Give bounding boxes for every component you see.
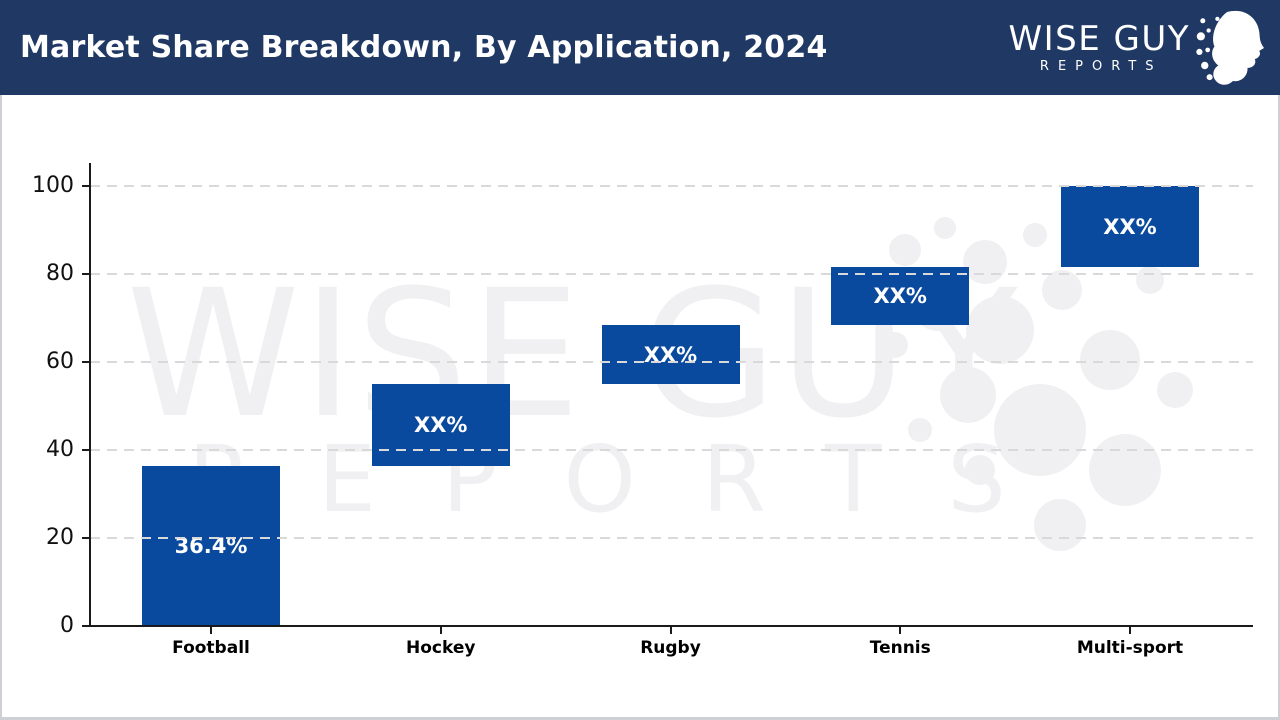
- x-tick-football: [210, 627, 212, 634]
- x-tick-label-rugby: Rugby: [640, 638, 701, 658]
- watermark-dot: [965, 455, 995, 485]
- x-tick-label-multi-sport: Multi-sport: [1076, 638, 1184, 658]
- x-tick-label-football: Football: [172, 638, 250, 658]
- y-tick-0: [82, 625, 90, 627]
- watermark-dot: [963, 240, 1007, 284]
- watermark-dot: [1089, 434, 1161, 506]
- watermark-dot: [1157, 372, 1193, 408]
- x-axis-line: [88, 625, 1253, 627]
- bar-value-label: XX%: [414, 412, 468, 437]
- watermark-reports: REPORTS: [188, 426, 1072, 533]
- logo-head-icon: [1196, 10, 1265, 85]
- gridline-40: [90, 449, 1253, 451]
- y-tick-label-40: 40: [46, 437, 74, 462]
- logo-wordmark: WISE GUY: [1008, 19, 1190, 59]
- watermark-dot: [1023, 223, 1047, 247]
- bar-football: 36.4%: [142, 465, 280, 626]
- x-tick-label-hockey: Hockey: [406, 638, 476, 658]
- gridline-20: [90, 537, 1253, 539]
- header-bar: Market Share Breakdown, By Application, …: [0, 0, 1280, 95]
- y-tick-80: [82, 273, 90, 275]
- logo: WISE GUY REPORTS: [1008, 7, 1266, 89]
- bar-value-label: XX%: [873, 284, 927, 309]
- y-tick-label-0: 0: [60, 613, 74, 638]
- watermark-dot: [882, 332, 908, 358]
- bar-value-label: XX%: [1103, 214, 1157, 239]
- bar-hockey: XX%: [371, 383, 510, 466]
- bar-rugby: XX%: [601, 325, 740, 384]
- y-tick-label-60: 60: [46, 349, 74, 374]
- logo-subtext: REPORTS: [1039, 59, 1163, 74]
- watermark-dot: [1042, 270, 1082, 310]
- page-title: Market Share Breakdown, By Application, …: [20, 30, 828, 65]
- y-tick-20: [82, 537, 90, 539]
- watermark-dot: [934, 217, 956, 239]
- watermark-dot: [1080, 330, 1140, 390]
- x-tick-tennis: [899, 627, 902, 634]
- y-tick-60: [82, 361, 90, 363]
- watermark-dot: [889, 234, 921, 266]
- gridline-60: [90, 361, 1253, 363]
- gridline-80: [90, 273, 1253, 275]
- gridline-100: [90, 185, 1253, 187]
- x-tick-rugby: [669, 627, 672, 634]
- logo-text: WISE GUY REPORTS: [1008, 22, 1190, 73]
- y-tick-40: [82, 449, 90, 451]
- y-tick-label-80: 80: [46, 261, 74, 286]
- bar-tennis: XX%: [831, 267, 970, 326]
- watermark-dot: [908, 418, 932, 442]
- x-tick-hockey: [439, 627, 442, 634]
- y-tick-label-20: 20: [46, 525, 74, 550]
- watermark-dot: [994, 384, 1086, 476]
- watermark-dot: [1034, 499, 1086, 551]
- x-tick-label-tennis: Tennis: [869, 638, 931, 658]
- y-tick-label-100: 100: [32, 173, 74, 198]
- y-tick-100: [82, 185, 90, 187]
- bar-multi-sport: XX%: [1061, 186, 1199, 268]
- watermark-dot: [1136, 266, 1164, 294]
- watermark-dot: [966, 296, 1034, 364]
- y-axis-line: [89, 163, 91, 627]
- x-tick-multi-sport: [1129, 627, 1131, 634]
- watermark-dot: [940, 367, 996, 423]
